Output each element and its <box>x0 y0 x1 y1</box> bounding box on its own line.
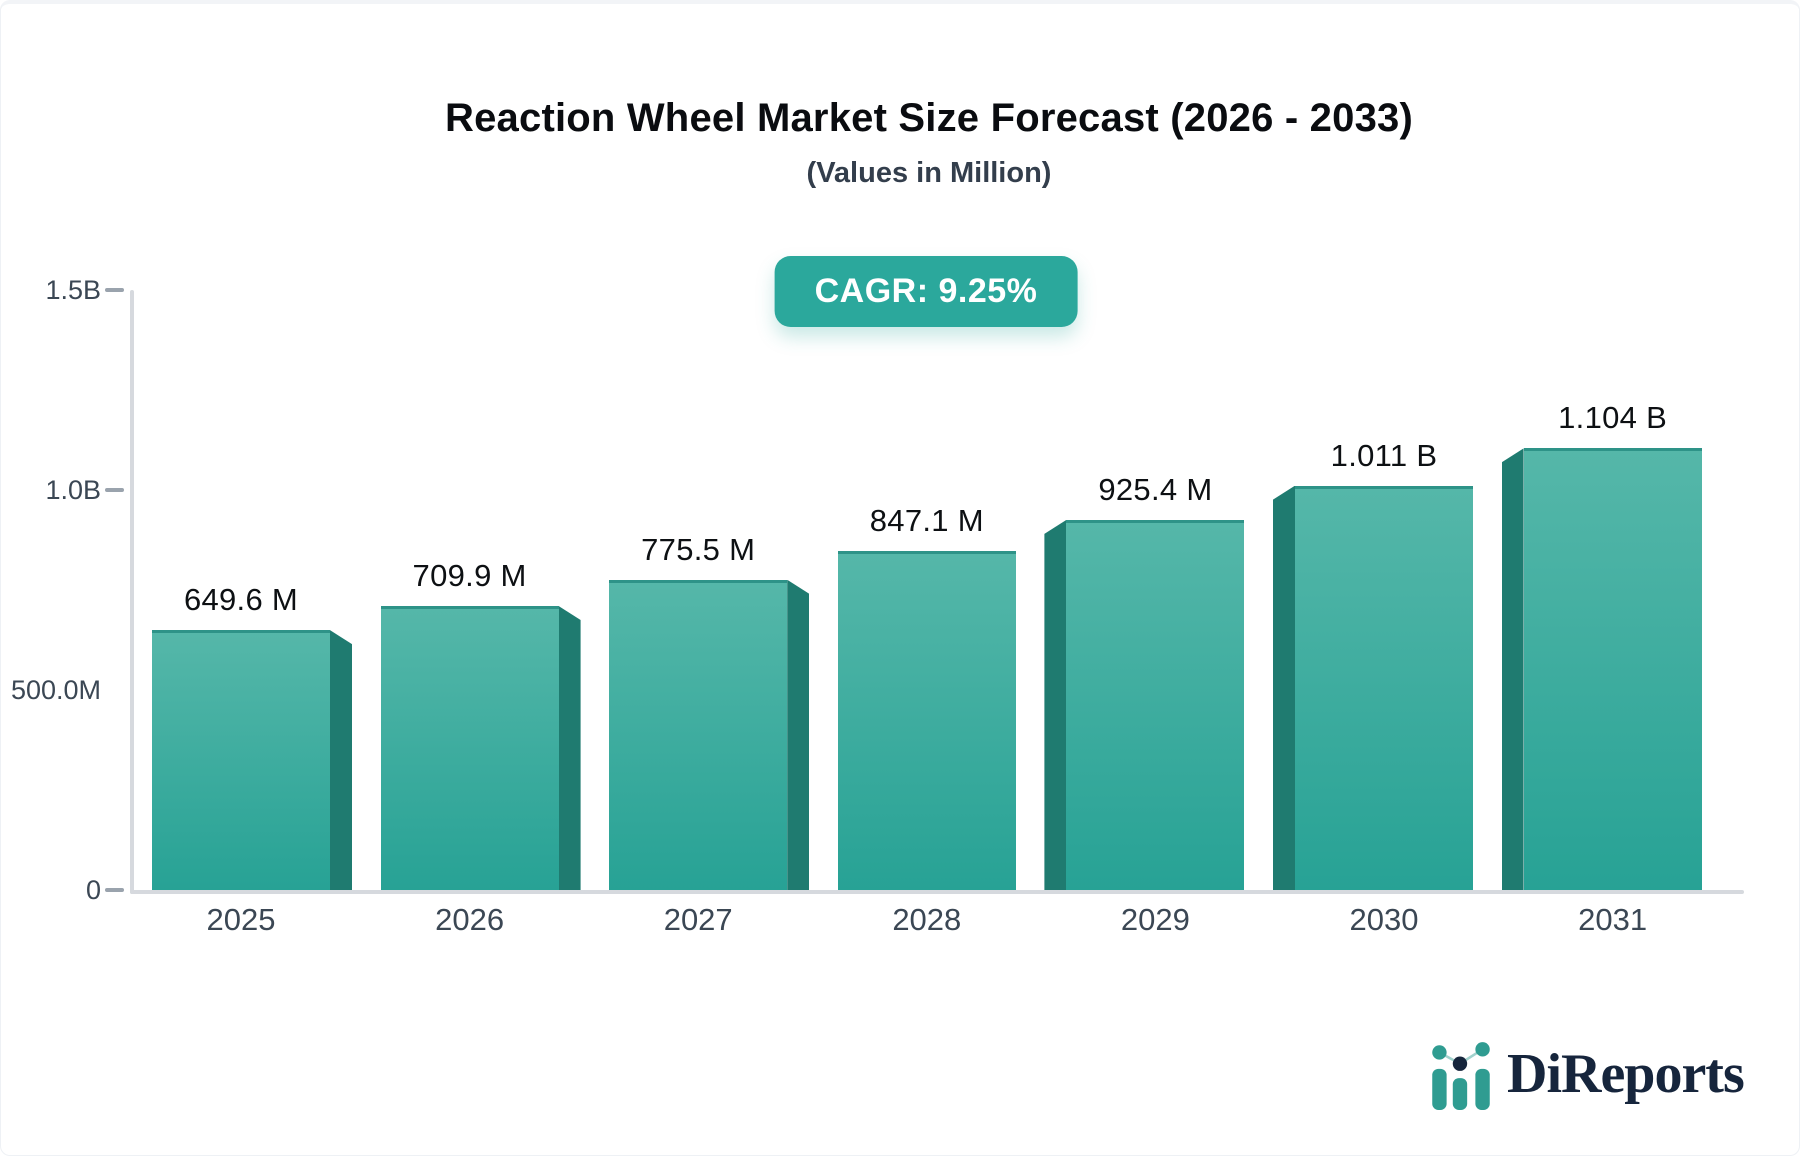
y-axis-line <box>130 290 134 894</box>
x-axis-label: 2028 <box>892 902 962 937</box>
bar-value-label: 847.1 M <box>869 503 984 539</box>
bar-2025 <box>152 630 330 890</box>
x-axis-label: 2031 <box>1578 902 1648 937</box>
y-axis-label: 1.5B <box>45 275 101 305</box>
x-axis-label: 2027 <box>663 902 733 937</box>
y-axis-label: 1.0B <box>45 475 101 505</box>
bar-2026 <box>380 606 559 890</box>
mini-bar-chart-logo-icon <box>1432 1042 1490 1110</box>
bar-value-label: 649.6 M <box>183 582 299 618</box>
bar-2030 <box>1295 485 1473 890</box>
bar-2027 <box>609 579 788 890</box>
x-axis-line <box>130 890 1744 894</box>
bar-value-label: 709.9 M <box>412 558 527 594</box>
bar-chart-plot-area: 1.5B 1.0B 500.0M 0 649.6 M 2025 709.9 M 2026 775… <box>1 4 1799 1155</box>
bar-value-label: 775.5 M <box>641 531 756 567</box>
x-axis-label: 2029 <box>1120 902 1190 937</box>
y-axis-label: 0 <box>85 875 101 905</box>
bar-side-bevel <box>1501 448 1524 890</box>
chart-title: Reaction Wheel Market Size Forecast (202… <box>445 96 1413 140</box>
bar-2031 <box>1523 448 1702 890</box>
y-axis-tick <box>105 288 124 292</box>
bar-side-bevel <box>1273 485 1295 890</box>
x-axis-label: 2025 <box>206 902 276 937</box>
bar-value-label: 1.104 B <box>1558 400 1668 436</box>
y-axis-tick <box>105 488 124 492</box>
y-axis-label: 500.0M <box>10 675 101 705</box>
x-axis-label: 2030 <box>1349 902 1419 937</box>
chart-header: Reaction Wheel Market Size Forecast (202… <box>179 96 1679 190</box>
bar-value-label: 1.011 B <box>1330 437 1438 473</box>
cagr-badge: CAGR: 9.25% <box>774 256 1078 327</box>
bar-value-label: 925.4 M <box>1098 471 1213 507</box>
bar-side-bevel <box>1044 519 1067 890</box>
direports-logo-text: DiReports <box>1507 1043 1745 1105</box>
bar-side-bevel <box>787 579 810 890</box>
bar-2028 <box>837 551 1016 890</box>
chart-subtitle: (Values in Million) <box>806 157 1052 189</box>
bar-side-bevel <box>330 630 352 890</box>
y-axis-tick <box>105 888 124 892</box>
direports-logo: DiReports <box>1425 1036 1745 1112</box>
bar-2029 <box>1066 519 1245 890</box>
bar-side-bevel <box>558 606 581 890</box>
x-axis-label: 2026 <box>435 902 505 937</box>
